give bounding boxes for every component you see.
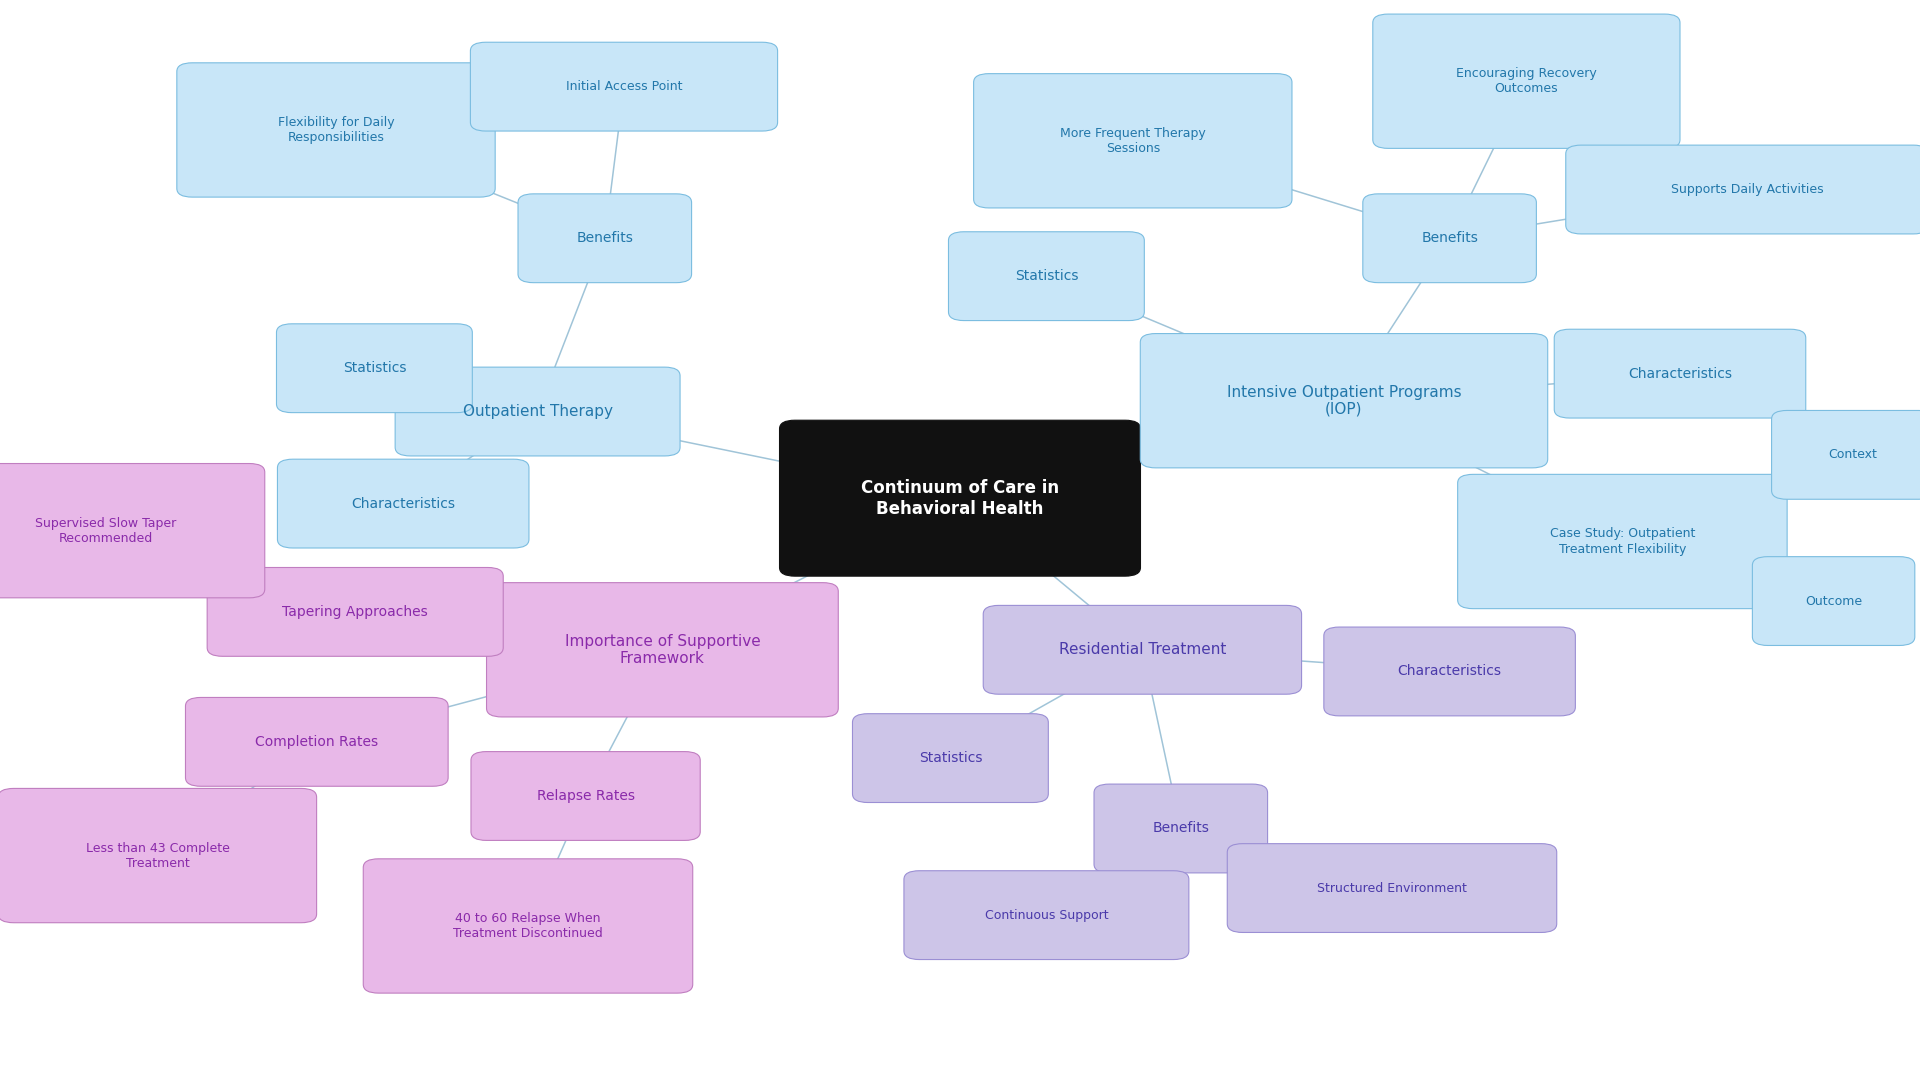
FancyBboxPatch shape [0, 464, 265, 598]
FancyBboxPatch shape [1457, 474, 1788, 609]
FancyBboxPatch shape [276, 324, 472, 413]
Text: Statistics: Statistics [1014, 270, 1079, 283]
FancyBboxPatch shape [207, 567, 503, 656]
Text: Benefits: Benefits [576, 232, 634, 245]
FancyBboxPatch shape [1094, 784, 1267, 873]
Text: Tapering Approaches: Tapering Approaches [282, 605, 428, 618]
FancyBboxPatch shape [1325, 627, 1574, 716]
Text: Relapse Rates: Relapse Rates [536, 790, 636, 803]
FancyBboxPatch shape [973, 74, 1292, 208]
FancyBboxPatch shape [177, 63, 495, 197]
Text: Characteristics: Characteristics [351, 497, 455, 510]
Text: Outpatient Therapy: Outpatient Therapy [463, 404, 612, 419]
FancyBboxPatch shape [983, 605, 1302, 694]
Text: Flexibility for Daily
Responsibilities: Flexibility for Daily Responsibilities [278, 116, 394, 144]
FancyBboxPatch shape [486, 583, 839, 717]
Text: Context: Context [1828, 448, 1878, 461]
Text: Continuous Support: Continuous Support [985, 909, 1108, 922]
Text: Case Study: Outpatient
Treatment Flexibility: Case Study: Outpatient Treatment Flexibi… [1549, 527, 1695, 556]
Text: Statistics: Statistics [918, 752, 983, 765]
Text: Intensive Outpatient Programs
(IOP): Intensive Outpatient Programs (IOP) [1227, 384, 1461, 417]
Text: Continuum of Care in
Behavioral Health: Continuum of Care in Behavioral Health [860, 479, 1060, 518]
FancyBboxPatch shape [276, 459, 528, 548]
FancyBboxPatch shape [1140, 334, 1548, 468]
FancyBboxPatch shape [186, 697, 447, 786]
Text: Supports Daily Activities: Supports Daily Activities [1670, 183, 1824, 196]
FancyBboxPatch shape [1363, 194, 1536, 283]
FancyBboxPatch shape [1567, 145, 1920, 234]
FancyBboxPatch shape [1772, 410, 1920, 499]
Text: Initial Access Point: Initial Access Point [566, 80, 682, 93]
FancyBboxPatch shape [1227, 844, 1557, 932]
FancyBboxPatch shape [852, 714, 1048, 803]
Text: Supervised Slow Taper
Recommended: Supervised Slow Taper Recommended [35, 517, 177, 545]
FancyBboxPatch shape [470, 752, 701, 840]
FancyBboxPatch shape [904, 871, 1188, 960]
Text: Statistics: Statistics [342, 362, 407, 375]
Text: Benefits: Benefits [1152, 822, 1210, 835]
FancyBboxPatch shape [1753, 557, 1914, 645]
Text: Encouraging Recovery
Outcomes: Encouraging Recovery Outcomes [1455, 67, 1597, 95]
Text: Characteristics: Characteristics [1398, 665, 1501, 678]
Text: More Frequent Therapy
Sessions: More Frequent Therapy Sessions [1060, 127, 1206, 155]
Text: Structured Environment: Structured Environment [1317, 882, 1467, 895]
FancyBboxPatch shape [780, 420, 1140, 576]
FancyBboxPatch shape [1373, 14, 1680, 148]
FancyBboxPatch shape [948, 232, 1144, 321]
Text: Importance of Supportive
Framework: Importance of Supportive Framework [564, 634, 760, 666]
Text: Less than 43 Complete
Treatment: Less than 43 Complete Treatment [86, 841, 228, 870]
Text: 40 to 60 Relapse When
Treatment Discontinued: 40 to 60 Relapse When Treatment Disconti… [453, 912, 603, 940]
FancyBboxPatch shape [396, 367, 680, 456]
FancyBboxPatch shape [363, 859, 693, 993]
FancyBboxPatch shape [1555, 329, 1805, 418]
Text: Residential Treatment: Residential Treatment [1058, 642, 1227, 657]
Text: Completion Rates: Completion Rates [255, 735, 378, 748]
FancyBboxPatch shape [470, 42, 778, 131]
FancyBboxPatch shape [0, 788, 317, 923]
Text: Benefits: Benefits [1421, 232, 1478, 245]
FancyBboxPatch shape [518, 194, 691, 283]
Text: Characteristics: Characteristics [1628, 367, 1732, 380]
Text: Outcome: Outcome [1805, 595, 1862, 608]
